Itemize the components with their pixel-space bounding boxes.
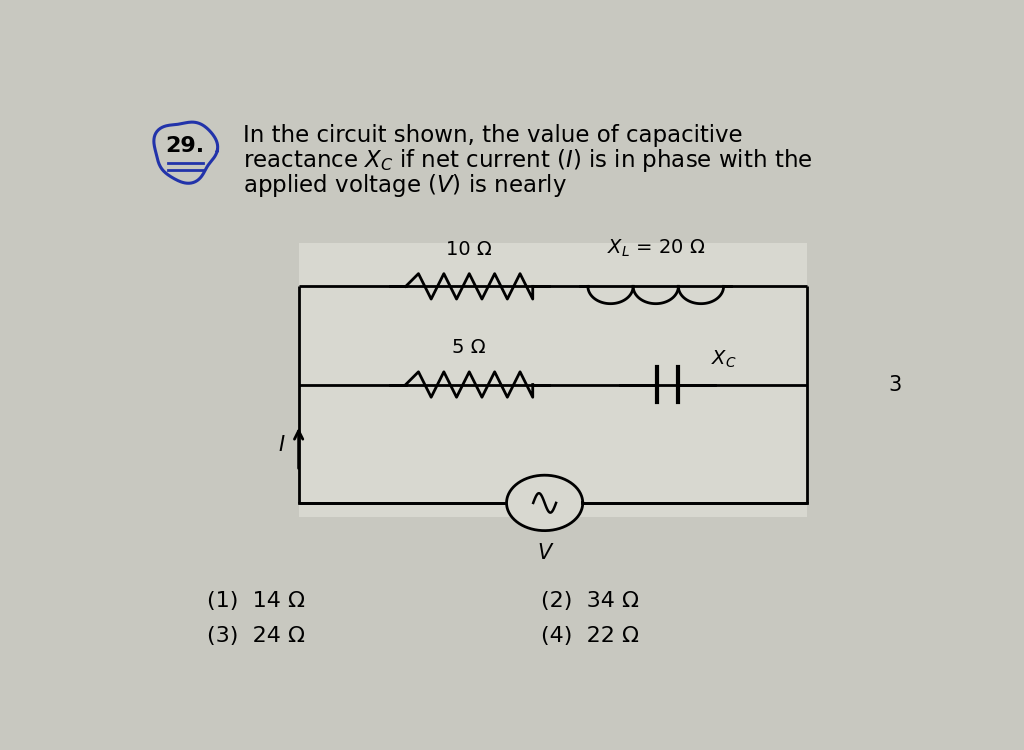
Text: (3)  24 Ω: (3) 24 Ω — [207, 626, 305, 646]
Text: $X_L$ = 20 Ω: $X_L$ = 20 Ω — [606, 237, 705, 259]
Text: $X_C$: $X_C$ — [712, 349, 737, 370]
Polygon shape — [507, 476, 583, 531]
Text: (2)  34 Ω: (2) 34 Ω — [541, 591, 639, 611]
Text: (4)  22 Ω: (4) 22 Ω — [541, 626, 639, 646]
Text: I: I — [279, 435, 285, 455]
Text: (1)  14 Ω: (1) 14 Ω — [207, 591, 305, 611]
Text: applied voltage ($V$) is nearly: applied voltage ($V$) is nearly — [243, 172, 567, 200]
Text: reactance $X_C$ if net current ($I$) is in phase with the: reactance $X_C$ if net current ($I$) is … — [243, 147, 812, 174]
Text: In the circuit shown, the value of capacitive: In the circuit shown, the value of capac… — [243, 124, 742, 146]
Text: 29.: 29. — [166, 136, 205, 156]
Text: 10 Ω: 10 Ω — [446, 240, 493, 259]
Text: 5 Ω: 5 Ω — [453, 338, 486, 357]
Text: 3: 3 — [889, 374, 902, 394]
Bar — [299, 243, 807, 518]
Text: V: V — [538, 543, 552, 563]
